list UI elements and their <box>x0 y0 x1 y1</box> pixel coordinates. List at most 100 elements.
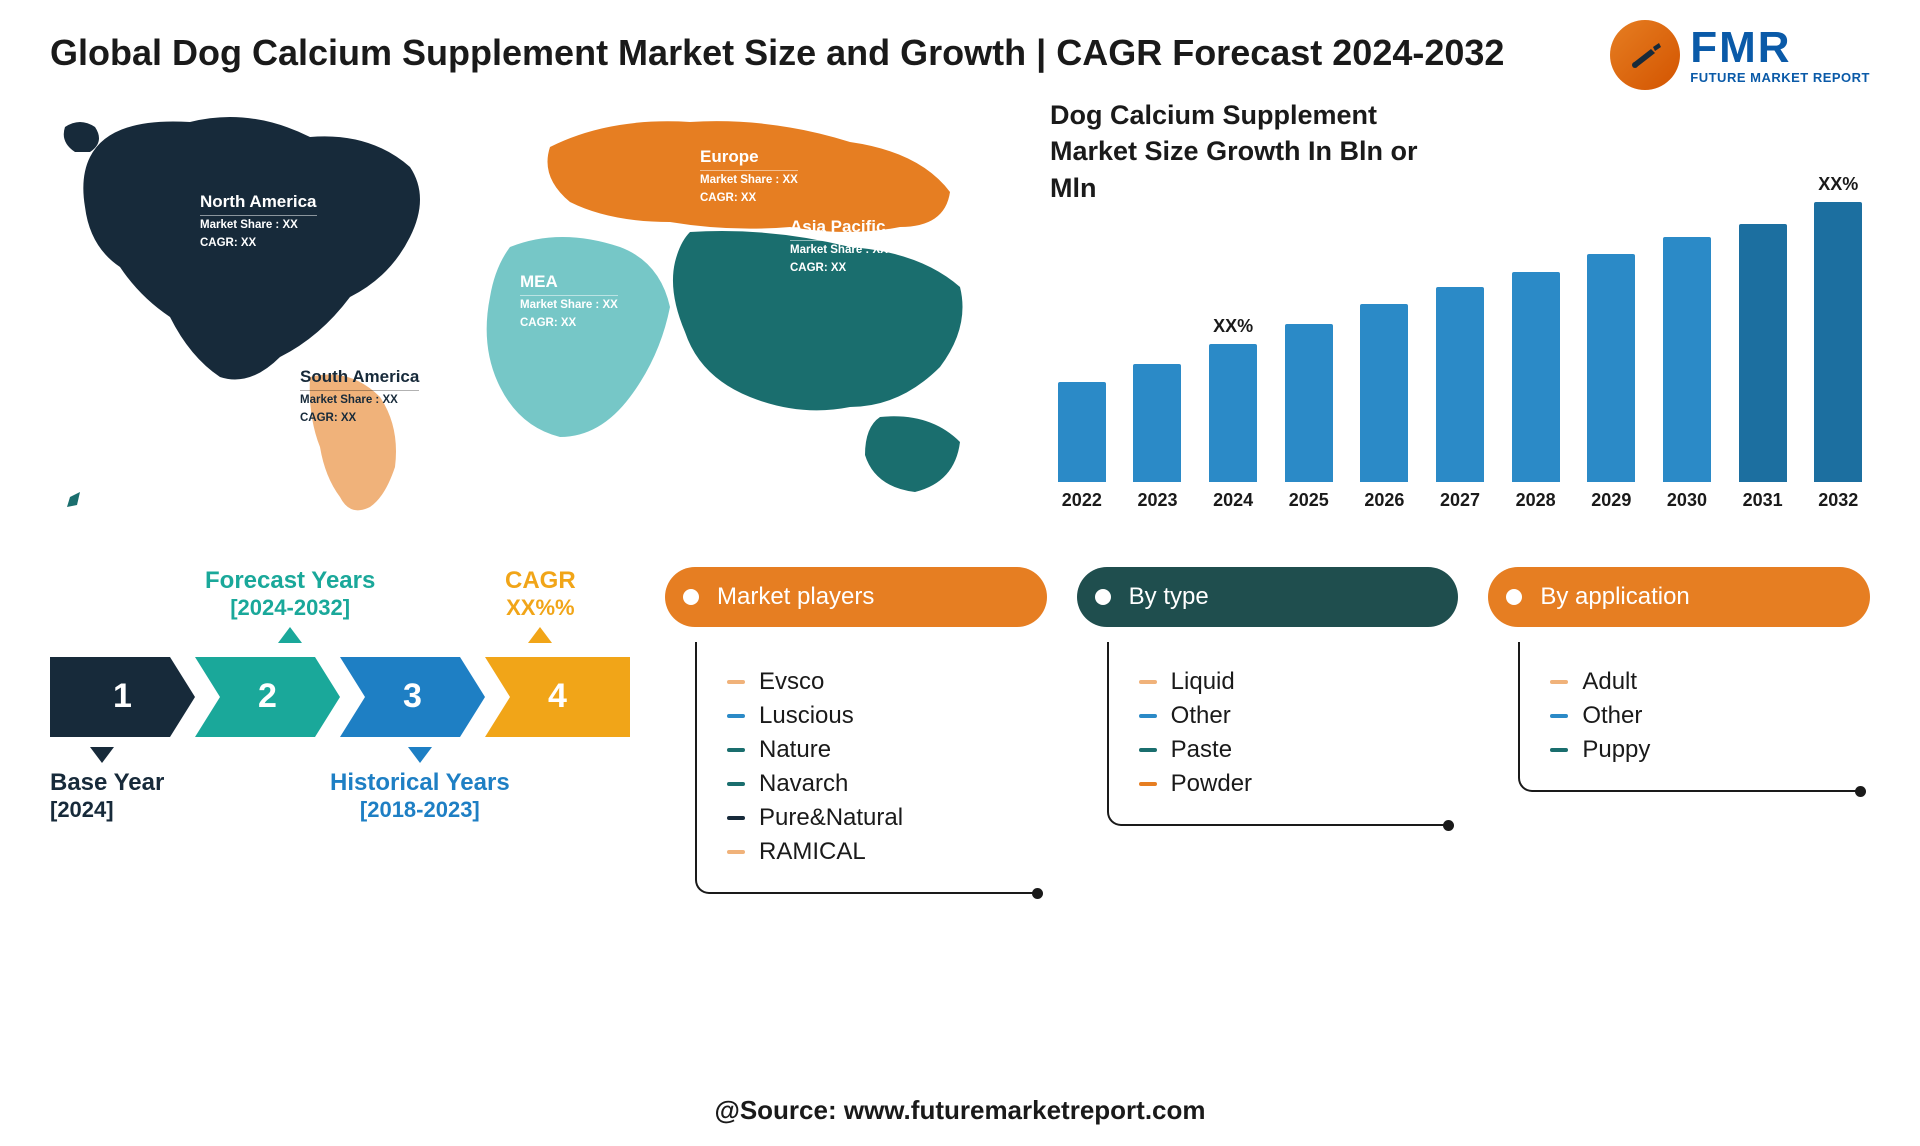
historical-label: Historical Years [2018-2023] <box>330 747 510 823</box>
chart-bar <box>1587 254 1635 482</box>
bar-col: 2023 <box>1126 364 1190 511</box>
tick-icon <box>727 714 745 718</box>
triangle-down-icon <box>408 747 432 763</box>
tick-icon <box>727 782 745 786</box>
world-map: North AmericaMarket Share : XXCAGR: XX So… <box>50 97 1010 517</box>
category-column: By type Liquid Other Paste Powder <box>1077 567 1459 894</box>
bar-col: 2026 <box>1353 304 1417 511</box>
growth-bar-chart: Dog Calcium Supplement Market Size Growt… <box>1050 97 1870 517</box>
tick-icon <box>1139 714 1157 718</box>
page-title: Global Dog Calcium Supplement Market Siz… <box>50 30 1600 77</box>
timeline-step: 4 <box>485 657 630 737</box>
category-item: Other <box>1550 702 1850 730</box>
map-label-asia_pacific: Asia PacificMarket Share : XXCAGR: XX <box>790 217 888 274</box>
category-item-label: Navarch <box>759 770 848 798</box>
category-item-label: Evsco <box>759 668 824 696</box>
category-header: By application <box>1488 567 1870 627</box>
telescope-icon <box>1610 20 1680 90</box>
bar-year-label: 2025 <box>1289 490 1329 511</box>
map-label-south_america: South AmericaMarket Share : XXCAGR: XX <box>300 367 419 424</box>
category-item: Paste <box>1139 736 1439 764</box>
bar-year-label: 2028 <box>1516 490 1556 511</box>
category-item-label: Pure&Natural <box>759 804 903 832</box>
tick-icon <box>1139 680 1157 684</box>
source-attribution: @Source: www.futuremarketreport.com <box>714 1095 1205 1126</box>
bar-year-label: 2031 <box>1743 490 1783 511</box>
category-header: By type <box>1077 567 1459 627</box>
bar-year-label: 2029 <box>1591 490 1631 511</box>
bar-col: XX% 2024 <box>1201 344 1265 511</box>
bar-col: 2031 <box>1731 224 1795 511</box>
category-item: Puppy <box>1550 736 1850 764</box>
bar-year-label: 2032 <box>1818 490 1858 511</box>
bar-year-label: 2027 <box>1440 490 1480 511</box>
map-nz-icon <box>67 492 80 507</box>
tick-icon <box>1550 714 1568 718</box>
chart-bar <box>1360 304 1408 482</box>
category-item-label: Nature <box>759 736 831 764</box>
map-mea <box>487 237 670 437</box>
bar-year-label: 2022 <box>1062 490 1102 511</box>
category-item-label: RAMICAL <box>759 838 866 866</box>
base-year-label: Base Year [2024] <box>50 747 164 823</box>
chart-bar <box>1133 364 1181 482</box>
bar-col: 2027 <box>1428 287 1492 511</box>
category-item: Pure&Natural <box>727 804 1027 832</box>
bar-year-label: 2024 <box>1213 490 1253 511</box>
timeline-step: 1 <box>50 657 195 737</box>
bar-annotation: XX% <box>1818 174 1858 195</box>
map-label-north_america: North AmericaMarket Share : XXCAGR: XX <box>200 192 317 249</box>
category-item: Other <box>1139 702 1439 730</box>
category-item-label: Luscious <box>759 702 854 730</box>
category-item: Adult <box>1550 668 1850 696</box>
category-item: Nature <box>727 736 1027 764</box>
bar-year-label: 2030 <box>1667 490 1707 511</box>
triangle-up-icon <box>528 627 552 643</box>
tick-icon <box>1550 748 1568 752</box>
bar-year-label: 2023 <box>1137 490 1177 511</box>
tick-icon <box>1550 680 1568 684</box>
chart-bar <box>1663 237 1711 482</box>
bar-col: 2029 <box>1579 254 1643 511</box>
tick-icon <box>727 680 745 684</box>
timeline: Forecast Years [2024-2032] CAGR XX%% 123… <box>50 567 630 894</box>
cagr-label: CAGR XX%% <box>505 567 576 643</box>
category-item: Luscious <box>727 702 1027 730</box>
triangle-up-icon <box>278 627 302 643</box>
bar-col: XX% 2032 <box>1806 202 1870 511</box>
bar-col: 2025 <box>1277 324 1341 511</box>
fmr-logo: FMR FUTURE MARKET REPORT <box>1610 20 1870 90</box>
tick-icon <box>727 816 745 820</box>
chart-bar <box>1058 382 1106 482</box>
chart-bar <box>1512 272 1560 482</box>
category-bracket: Evsco Luscious Nature Navarch Pure&Natur… <box>695 642 1037 894</box>
bar-year-label: 2026 <box>1364 490 1404 511</box>
tick-icon <box>1139 782 1157 786</box>
tick-icon <box>727 850 745 854</box>
category-item: Liquid <box>1139 668 1439 696</box>
category-item: Powder <box>1139 770 1439 798</box>
tick-icon <box>1139 748 1157 752</box>
tick-icon <box>727 748 745 752</box>
chart-bar <box>1814 202 1862 482</box>
forecast-label: Forecast Years [2024-2032] <box>205 567 375 643</box>
category-item-label: Other <box>1582 702 1642 730</box>
chart-bar <box>1209 344 1257 482</box>
category-item-label: Adult <box>1582 668 1637 696</box>
category-bracket: Adult Other Puppy <box>1518 642 1860 792</box>
chart-bar <box>1436 287 1484 482</box>
category-column: Market players Evsco Luscious Nature Nav… <box>665 567 1047 894</box>
category-item: Evsco <box>727 668 1027 696</box>
chart-bar <box>1739 224 1787 482</box>
timeline-step: 2 <box>195 657 340 737</box>
map-label-mea: MEAMarket Share : XXCAGR: XX <box>520 272 618 329</box>
category-header: Market players <box>665 567 1047 627</box>
category-item-label: Powder <box>1171 770 1252 798</box>
bar-col: 2022 <box>1050 382 1114 511</box>
category-item-label: Other <box>1171 702 1231 730</box>
category-column: By application Adult Other Puppy <box>1488 567 1870 894</box>
map-label-europe: EuropeMarket Share : XXCAGR: XX <box>700 147 798 204</box>
bar-col: 2030 <box>1655 237 1719 511</box>
bar-col: 2028 <box>1504 272 1568 511</box>
triangle-down-icon <box>90 747 114 763</box>
